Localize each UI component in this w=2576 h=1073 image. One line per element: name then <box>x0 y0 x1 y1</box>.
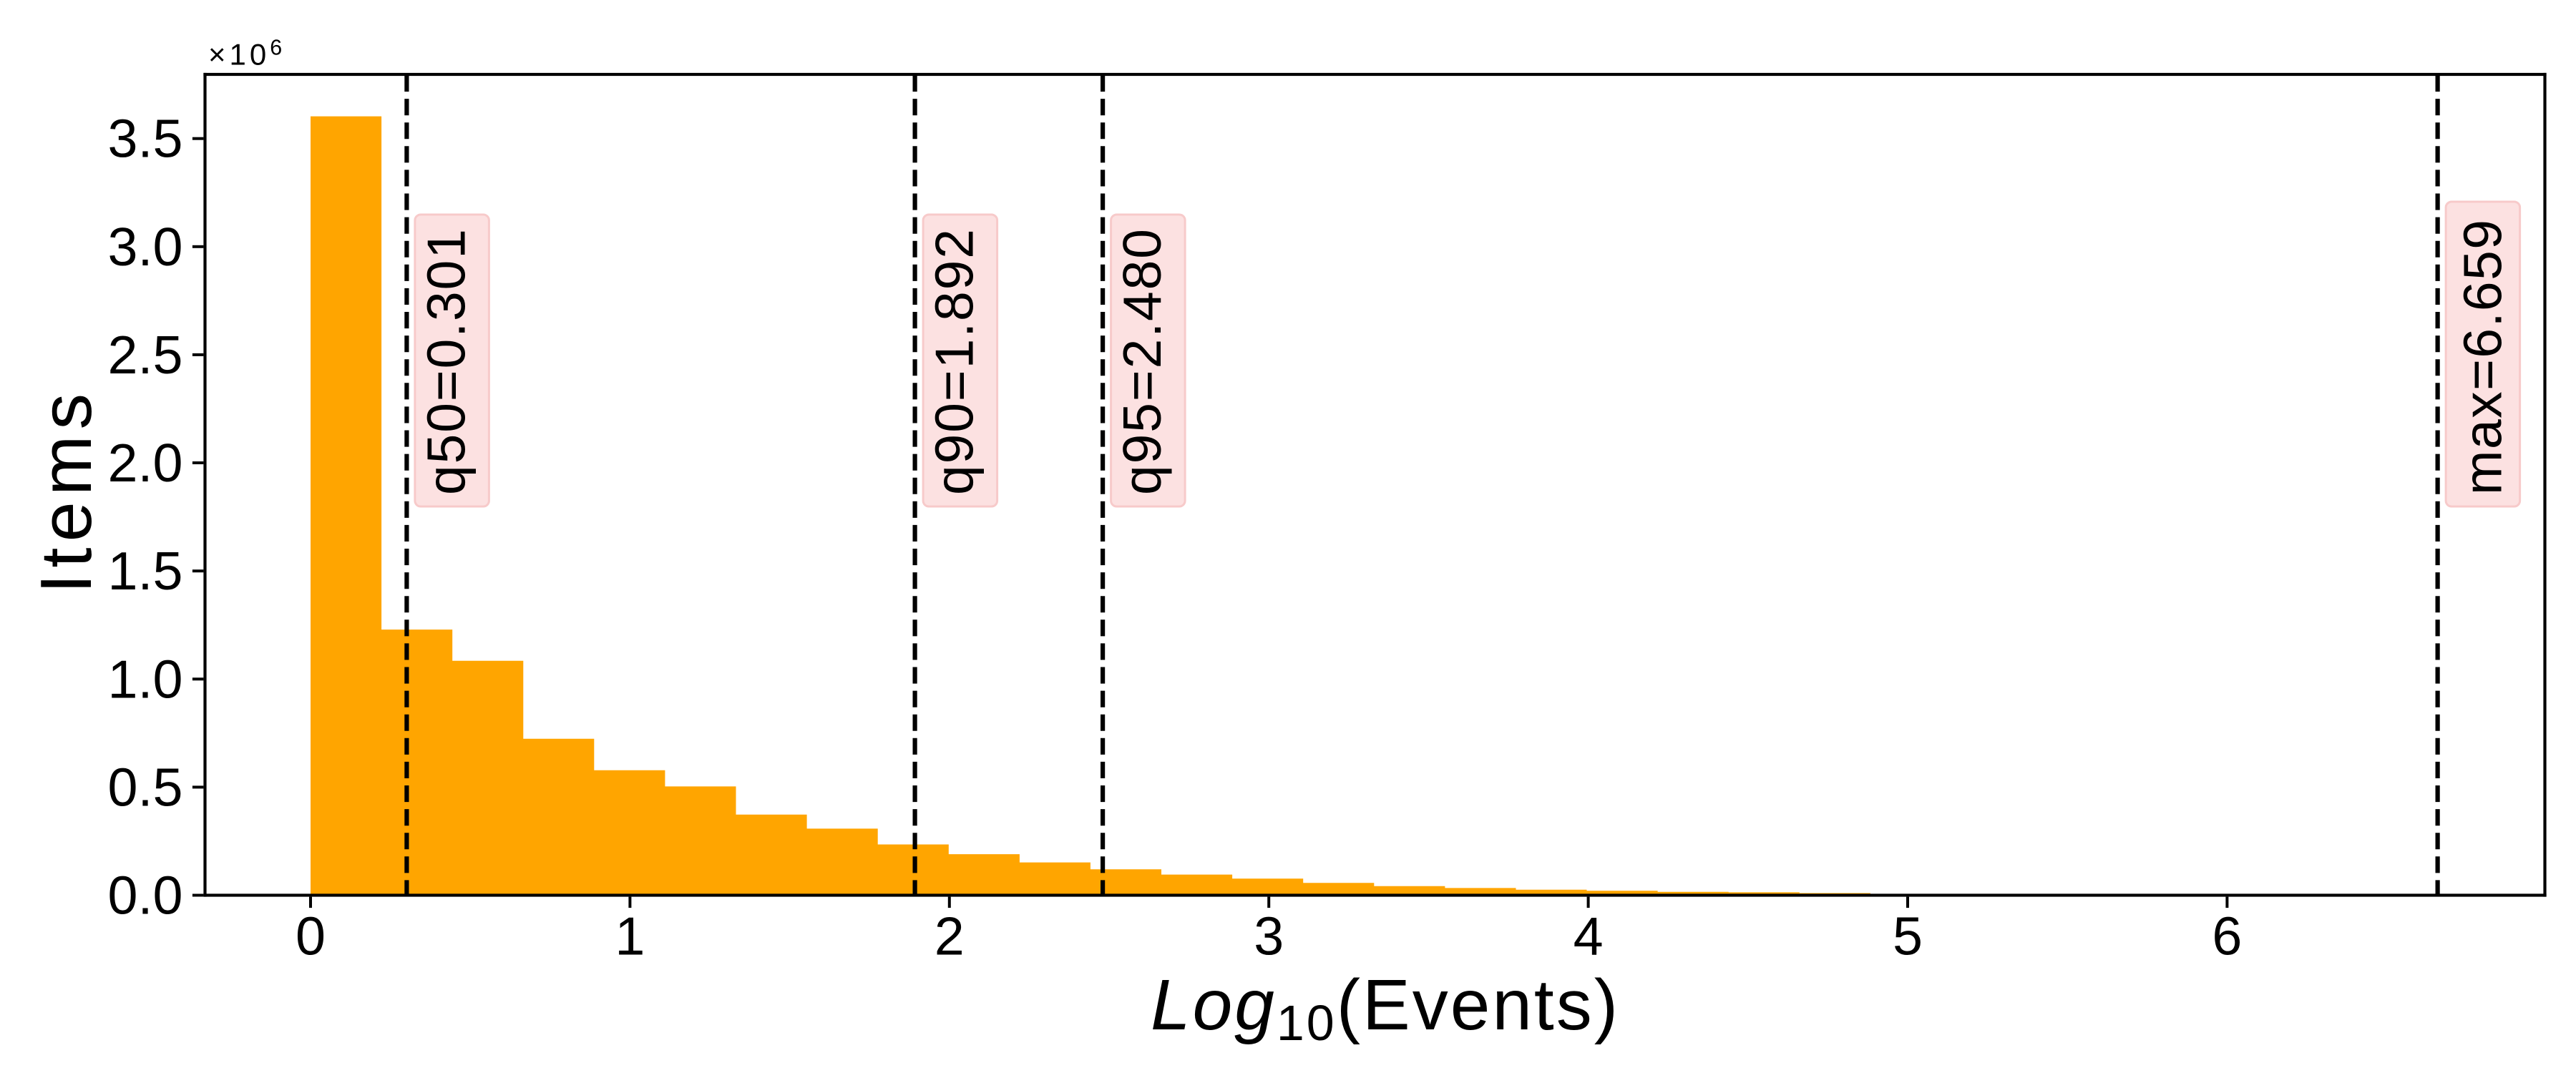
svg-text:2.0: 2.0 <box>108 433 183 493</box>
svg-text:3.0: 3.0 <box>108 217 183 277</box>
svg-text:×106: ×106 <box>208 36 286 72</box>
svg-text:3.5: 3.5 <box>108 109 183 169</box>
svg-text:q95=2.480: q95=2.480 <box>1112 229 1172 495</box>
svg-text:Items: Items <box>26 393 107 594</box>
svg-text:4: 4 <box>1574 906 1604 966</box>
svg-text:5: 5 <box>1893 906 1923 966</box>
svg-text:1.5: 1.5 <box>108 541 183 601</box>
svg-text:6: 6 <box>2212 906 2242 966</box>
svg-text:q50=0.301: q50=0.301 <box>416 229 477 495</box>
svg-text:3: 3 <box>1254 906 1284 966</box>
svg-text:max=6.659: max=6.659 <box>2452 220 2512 495</box>
svg-text:0: 0 <box>296 906 326 966</box>
svg-text:1: 1 <box>615 906 645 966</box>
svg-text:0.5: 0.5 <box>108 757 183 817</box>
svg-text:0.0: 0.0 <box>108 866 183 926</box>
svg-text:Log10(Events): Log10(Events) <box>1151 965 1620 1051</box>
svg-text:2.5: 2.5 <box>108 325 183 385</box>
svg-text:1.0: 1.0 <box>108 649 183 709</box>
svg-text:q90=1.892: q90=1.892 <box>924 229 985 495</box>
svg-text:2: 2 <box>935 906 965 966</box>
